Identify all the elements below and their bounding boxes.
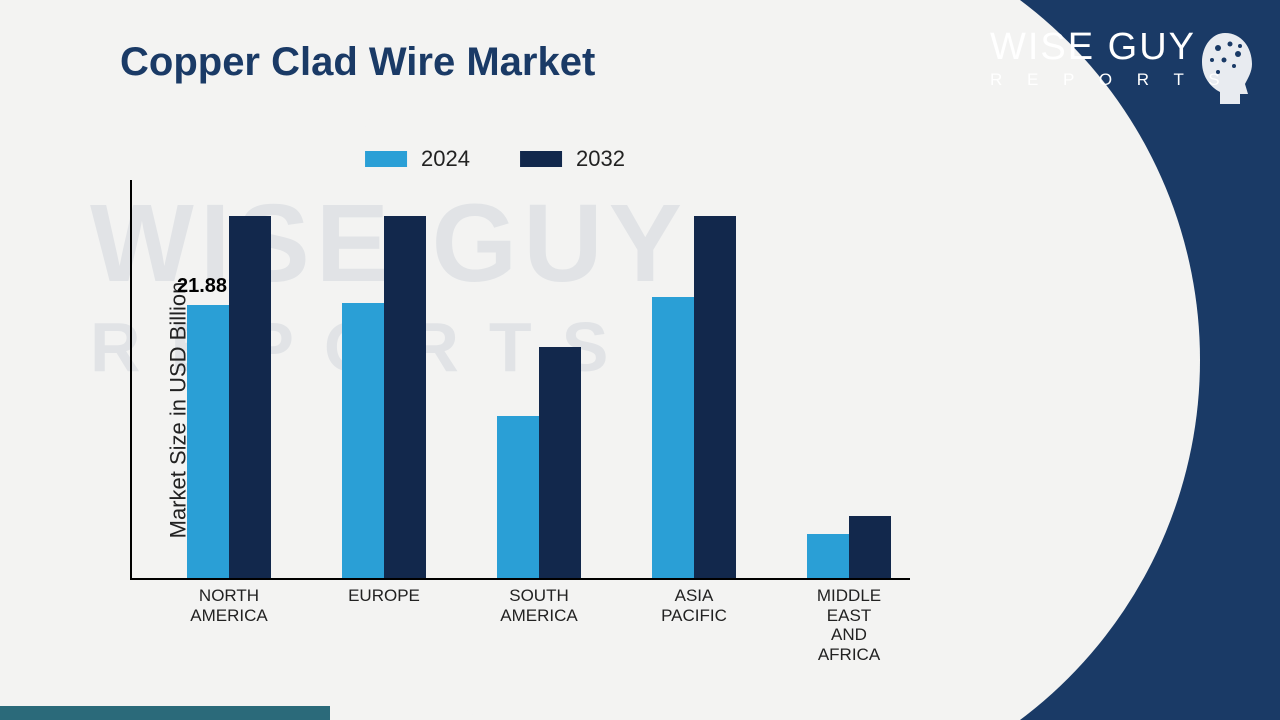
bar [849, 516, 891, 579]
value-label: 21.88 [177, 275, 227, 298]
legend-item-2032: 2032 [520, 146, 625, 172]
bar [807, 534, 849, 578]
bar [694, 216, 736, 579]
bar-group: ASIAPACIFIC [647, 216, 741, 579]
bottom-accent-bar [0, 706, 330, 720]
bar [187, 305, 229, 579]
category-label: SOUTHAMERICA [464, 578, 614, 625]
page-title: Copper Clad Wire Market [120, 40, 595, 85]
brand-logo: WISE GUY R E P O R T S [990, 28, 1250, 90]
bar [497, 416, 539, 579]
bar [652, 297, 694, 578]
legend-label-2024: 2024 [421, 146, 470, 172]
category-label: NORTHAMERICA [154, 578, 304, 625]
legend-swatch-2024 [365, 151, 407, 167]
bar [229, 216, 271, 579]
bar [384, 216, 426, 579]
bar-group: NORTHAMERICA21.88 [182, 216, 276, 579]
category-label: EUROPE [309, 578, 459, 606]
chart-legend: 2024 2032 [365, 146, 625, 172]
bar-group: SOUTHAMERICA [492, 347, 586, 578]
bar [342, 303, 384, 578]
category-label: ASIAPACIFIC [619, 578, 769, 625]
head-icon [1190, 28, 1260, 108]
legend-swatch-2032 [520, 151, 562, 167]
category-label: MIDDLEEASTANDAFRICA [774, 578, 924, 664]
bar-group: MIDDLEEASTANDAFRICA [802, 516, 896, 579]
bar-group: EUROPE [337, 216, 431, 579]
legend-label-2032: 2032 [576, 146, 625, 172]
chart-plot-area: NORTHAMERICA21.88 EUROPE SOUTHAMERICA ASIAP… [130, 180, 910, 580]
revenue-chart: Market Size in USD Billion 2024 2032 NOR… [60, 150, 930, 670]
bar [539, 347, 581, 578]
legend-item-2024: 2024 [365, 146, 470, 172]
